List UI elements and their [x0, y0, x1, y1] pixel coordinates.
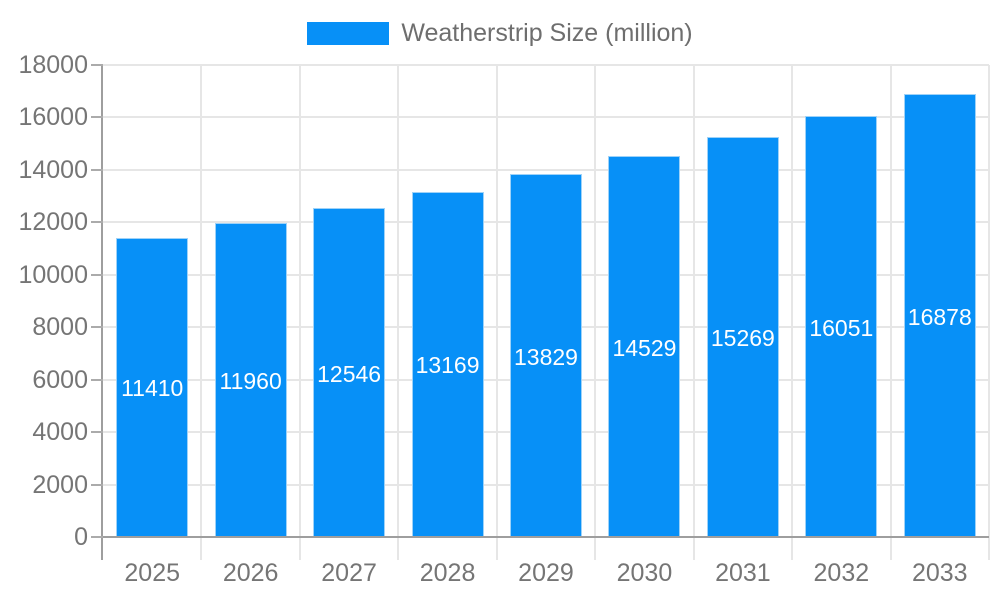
- y-axis-line: [101, 65, 103, 560]
- bar-value-label: 16051: [809, 314, 874, 341]
- bar[interactable]: 11410: [116, 237, 189, 537]
- y-axis-tick: [91, 116, 103, 119]
- x-axis-label: 2025: [124, 559, 181, 587]
- x-axis-label: 2026: [222, 559, 279, 587]
- y-axis-label: 2000: [32, 470, 88, 499]
- bar[interactable]: 13829: [510, 174, 582, 537]
- gridline-v: [988, 65, 990, 560]
- gridline-h: [103, 64, 989, 66]
- bar[interactable]: 13169: [411, 191, 484, 537]
- y-axis-label: 14000: [18, 155, 88, 184]
- bar-value-label: 16878: [907, 303, 972, 330]
- gridline-v: [397, 65, 400, 560]
- bar[interactable]: 15269: [706, 136, 779, 537]
- gridline-h: [103, 168, 989, 171]
- bar[interactable]: 16878: [903, 94, 976, 537]
- legend-label: Weatherstrip Size (million): [401, 18, 693, 47]
- plot-area: 11410 11960 12546 13169 13829 14529 15269 16051…: [103, 64, 990, 560]
- bar[interactable]: 16051: [805, 116, 878, 537]
- y-axis-label: 18000: [18, 51, 88, 79]
- y-axis-tick: [91, 64, 103, 66]
- bar-value-label: 14529: [612, 334, 677, 361]
- bar[interactable]: 11960: [214, 223, 287, 537]
- gridline-v: [594, 65, 597, 560]
- y-axis-tick: [91, 273, 103, 276]
- bar[interactable]: 14529: [608, 156, 681, 537]
- y-axis-label: 6000: [32, 365, 88, 394]
- y-axis-label: 12000: [18, 208, 88, 237]
- gridline-v: [495, 65, 498, 560]
- bar-value-label: 12546: [317, 360, 382, 387]
- y-axis-tick: [91, 378, 103, 381]
- x-axis-label: 2032: [813, 559, 870, 587]
- bar-value-label: 11410: [121, 375, 184, 402]
- bar-value-label: 13829: [514, 343, 578, 370]
- y-axis-label: 0: [74, 523, 88, 551]
- bar-value-label: 11960: [219, 368, 282, 395]
- y-axis-tick: [91, 221, 103, 224]
- x-axis-label: 2028: [419, 559, 476, 587]
- gridline-v: [298, 65, 301, 560]
- y-axis-label: 4000: [32, 418, 88, 447]
- x-axis-line: [101, 536, 989, 538]
- y-axis-tick: [91, 431, 103, 434]
- x-axis-label: 2027: [321, 559, 377, 587]
- bar[interactable]: 12546: [313, 208, 386, 537]
- y-axis-label: 16000: [18, 103, 88, 132]
- bar-value-label: 15269: [710, 324, 775, 351]
- y-axis-tick: [91, 536, 103, 538]
- x-axis-label: 2031: [715, 559, 771, 587]
- gridline-h: [103, 116, 989, 119]
- gridline-v: [692, 65, 695, 560]
- y-axis-label: 10000: [18, 260, 88, 289]
- gridline-v: [200, 65, 203, 560]
- bar-value-label: 13169: [415, 352, 480, 379]
- chart-legend[interactable]: Weatherstrip Size (million): [0, 18, 1000, 48]
- y-axis-tick: [91, 326, 103, 329]
- y-axis-tick: [91, 168, 103, 171]
- y-axis-tick: [91, 483, 103, 486]
- gridline-v: [889, 65, 892, 560]
- gridline-v: [791, 65, 794, 560]
- legend-swatch: [307, 21, 390, 45]
- x-axis-label: 2030: [616, 559, 673, 587]
- y-axis-label: 8000: [32, 313, 88, 342]
- x-axis-label: 2029: [518, 559, 574, 587]
- x-axis-label: 2033: [911, 559, 968, 587]
